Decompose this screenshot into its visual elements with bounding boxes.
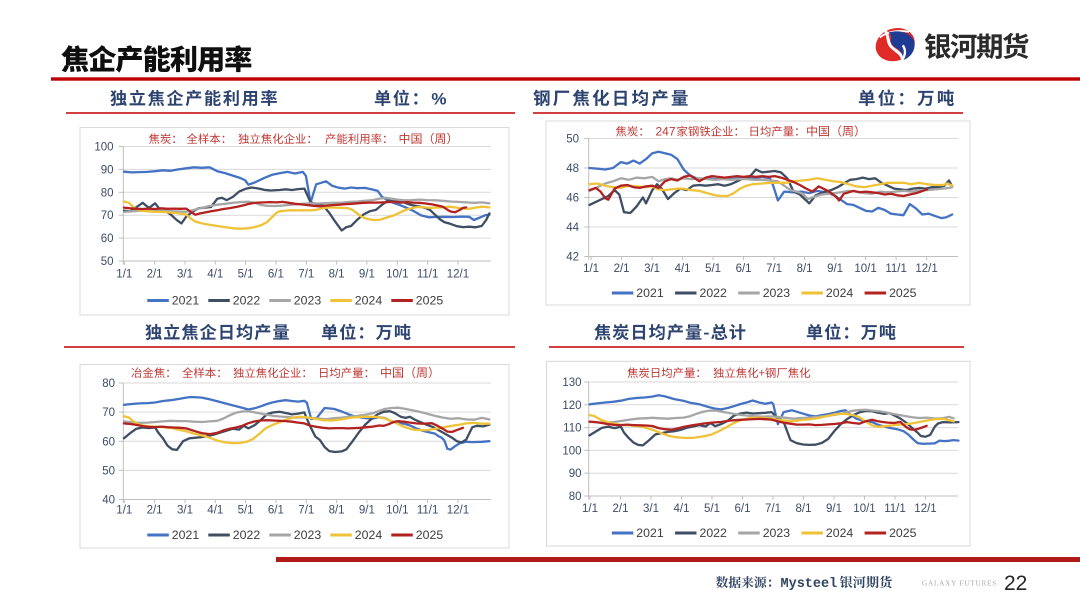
svg-text:46: 46 <box>566 193 579 205</box>
svg-text:2024: 2024 <box>826 286 854 300</box>
svg-text:9/1: 9/1 <box>359 505 375 517</box>
svg-text:1/1: 1/1 <box>116 269 132 281</box>
svg-text:48: 48 <box>566 163 579 175</box>
svg-text:3/1: 3/1 <box>177 269 193 281</box>
svg-text:2025: 2025 <box>889 286 917 300</box>
svg-text:6/1: 6/1 <box>736 263 752 275</box>
svg-text:6/1: 6/1 <box>735 503 751 515</box>
svg-text:12/1: 12/1 <box>447 505 469 517</box>
svg-text:2025: 2025 <box>416 528 444 542</box>
svg-text:2/1: 2/1 <box>614 263 630 275</box>
svg-text:6/1: 6/1 <box>268 505 284 517</box>
svg-text:90: 90 <box>101 164 114 176</box>
svg-text:9/1: 9/1 <box>826 503 842 515</box>
svg-text:7/1: 7/1 <box>765 503 781 515</box>
svg-text:4/1: 4/1 <box>675 263 691 275</box>
svg-text:11/1: 11/1 <box>885 263 907 275</box>
svg-text:50: 50 <box>566 134 579 146</box>
svg-text:100: 100 <box>94 142 113 154</box>
svg-text:1/1: 1/1 <box>582 503 598 515</box>
svg-text:2022: 2022 <box>700 526 728 540</box>
svg-text:12/1: 12/1 <box>915 263 937 275</box>
svg-text:5/1: 5/1 <box>238 269 254 281</box>
svg-text:%: % <box>431 90 446 109</box>
svg-text:11/1: 11/1 <box>417 269 439 281</box>
svg-text:22: 22 <box>1004 572 1027 595</box>
svg-text:247: 247 <box>656 125 676 139</box>
svg-text:50: 50 <box>102 465 115 477</box>
svg-text:7/1: 7/1 <box>766 263 782 275</box>
svg-text:100: 100 <box>562 445 581 457</box>
svg-text:2025: 2025 <box>889 526 917 540</box>
svg-text:3/1: 3/1 <box>177 505 193 517</box>
svg-text:4/1: 4/1 <box>207 269 223 281</box>
svg-text:44: 44 <box>566 222 579 234</box>
svg-text:4/1: 4/1 <box>207 505 223 517</box>
svg-text:3/1: 3/1 <box>643 503 659 515</box>
svg-text:2021: 2021 <box>636 526 664 540</box>
svg-text:4/1: 4/1 <box>674 503 690 515</box>
svg-text:50: 50 <box>101 256 114 268</box>
svg-text:80: 80 <box>102 378 115 390</box>
svg-text:5/1: 5/1 <box>704 503 720 515</box>
svg-text:2022: 2022 <box>233 294 261 308</box>
svg-text:9/1: 9/1 <box>359 269 375 281</box>
svg-text:10/1: 10/1 <box>386 269 408 281</box>
svg-text:12/1: 12/1 <box>447 269 469 281</box>
svg-text:60: 60 <box>101 233 114 245</box>
svg-text:80: 80 <box>101 187 114 199</box>
svg-text:2023: 2023 <box>763 526 791 540</box>
svg-text:7/1: 7/1 <box>298 505 314 517</box>
svg-text:2022: 2022 <box>700 286 728 300</box>
svg-text:10/1: 10/1 <box>853 503 875 515</box>
svg-text:42: 42 <box>566 252 579 264</box>
svg-text:1/1: 1/1 <box>583 263 599 275</box>
svg-text:70: 70 <box>102 407 115 419</box>
svg-text:60: 60 <box>102 436 115 448</box>
svg-text:8/1: 8/1 <box>796 503 812 515</box>
svg-text:8/1: 8/1 <box>329 505 345 517</box>
svg-text:40: 40 <box>102 495 115 507</box>
svg-text:9/1: 9/1 <box>827 263 843 275</box>
svg-text:6/1: 6/1 <box>268 269 284 281</box>
svg-text:2023: 2023 <box>763 286 791 300</box>
svg-text:70: 70 <box>101 210 114 222</box>
svg-text:10/1: 10/1 <box>386 505 408 517</box>
svg-text:2021: 2021 <box>172 528 200 542</box>
svg-text:2/1: 2/1 <box>613 503 629 515</box>
svg-text:2021: 2021 <box>172 294 200 308</box>
svg-text:8/1: 8/1 <box>797 263 813 275</box>
svg-text:Mysteel: Mysteel <box>781 577 838 592</box>
svg-text:2023: 2023 <box>294 294 322 308</box>
svg-text:3/1: 3/1 <box>644 263 660 275</box>
svg-text:5/1: 5/1 <box>238 505 254 517</box>
svg-text:5/1: 5/1 <box>705 263 721 275</box>
svg-text:7/1: 7/1 <box>298 269 314 281</box>
svg-text:11/1: 11/1 <box>884 503 906 515</box>
svg-text:8/1: 8/1 <box>329 269 345 281</box>
svg-text:2021: 2021 <box>636 286 664 300</box>
svg-text:12/1: 12/1 <box>914 503 936 515</box>
svg-text:120: 120 <box>562 400 581 412</box>
svg-text:90: 90 <box>569 468 582 480</box>
svg-text:2/1: 2/1 <box>147 269 163 281</box>
svg-text:2022: 2022 <box>233 528 261 542</box>
svg-text:110: 110 <box>563 423 581 435</box>
svg-text:2024: 2024 <box>355 528 383 542</box>
svg-text:2/1: 2/1 <box>147 505 163 517</box>
svg-text:2024: 2024 <box>355 294 383 308</box>
svg-text:80: 80 <box>569 491 582 503</box>
svg-text:GALAXY FUTURES: GALAXY FUTURES <box>922 580 997 588</box>
svg-text:130: 130 <box>562 377 581 389</box>
svg-text:11/1: 11/1 <box>417 505 439 517</box>
svg-text:2025: 2025 <box>416 294 444 308</box>
svg-text:2024: 2024 <box>826 526 854 540</box>
svg-text:10/1: 10/1 <box>854 263 876 275</box>
svg-text:2023: 2023 <box>294 528 322 542</box>
svg-text:1/1: 1/1 <box>116 505 132 517</box>
